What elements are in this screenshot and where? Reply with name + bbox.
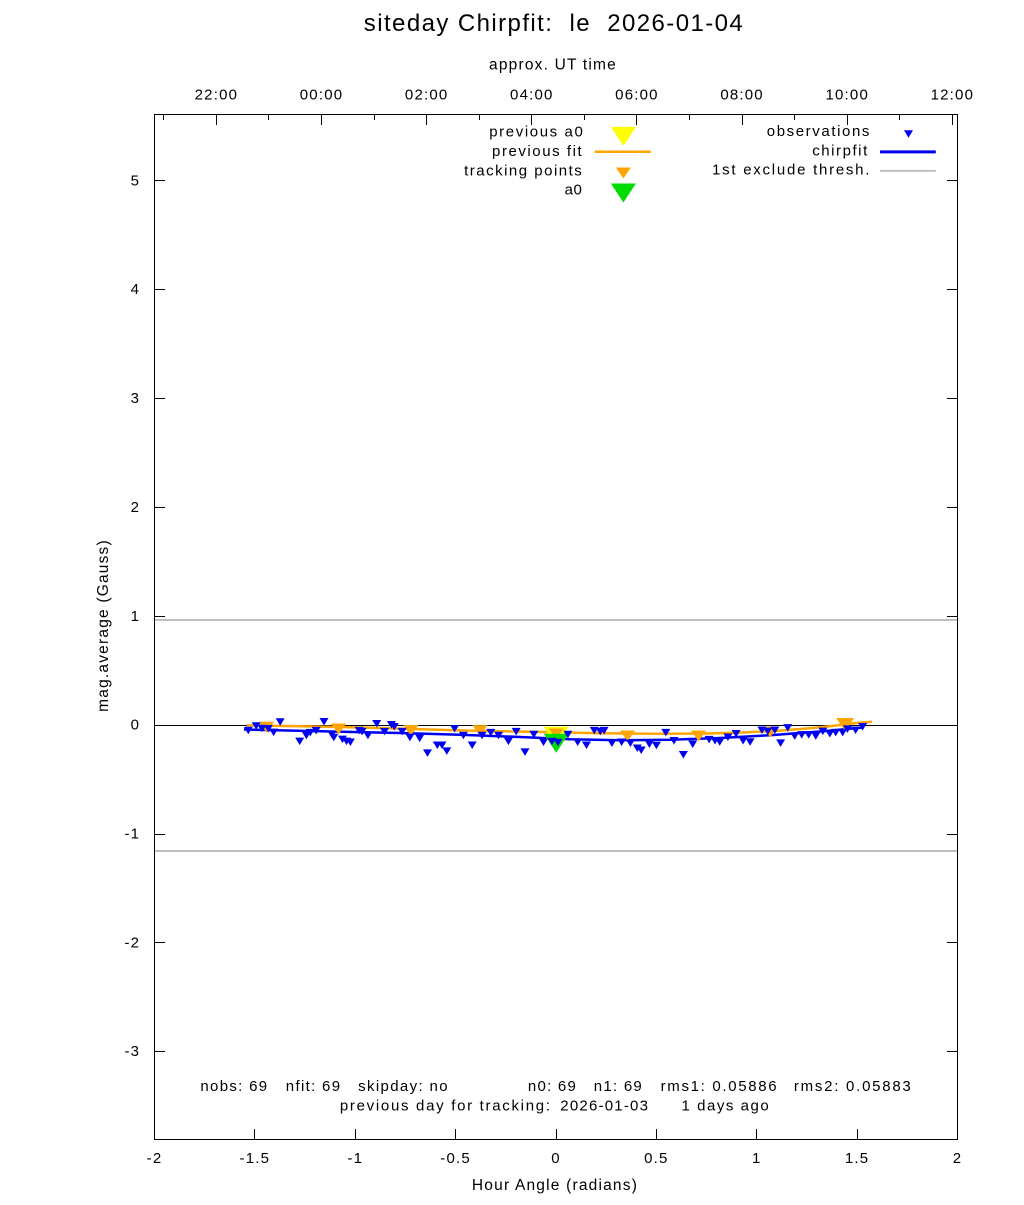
svg-text:tracking points: tracking points — [464, 162, 583, 179]
svg-text:siteday Chirpfit: le 2026-01: siteday Chirpfit: le 2026-01-04 — [364, 10, 744, 37]
svg-text:a0: a0 — [565, 181, 583, 198]
svg-text:-2: -2 — [147, 1150, 163, 1167]
svg-text:rms2: 0.05883: rms2: 0.05883 — [794, 1078, 913, 1095]
svg-text:5: 5 — [131, 172, 141, 189]
svg-text:10:00: 10:00 — [825, 87, 869, 104]
svg-text:08:00: 08:00 — [720, 87, 764, 104]
svg-text:approx. UT time: approx. UT time — [489, 56, 617, 73]
svg-text:chirpfit: chirpfit — [812, 143, 869, 160]
svg-text:nobs: 69: nobs: 69 — [200, 1078, 268, 1095]
svg-text:1 days ago: 1 days ago — [682, 1098, 771, 1115]
svg-text:-1: -1 — [347, 1150, 363, 1167]
svg-text:-3: -3 — [124, 1043, 140, 1060]
svg-text:n0: 69: n0: 69 — [528, 1078, 577, 1095]
svg-text:skipday: no: skipday: no — [358, 1078, 449, 1095]
svg-text:previous day for tracking:: previous day for tracking: — [340, 1098, 552, 1115]
svg-text:1st exclude thresh.: 1st exclude thresh. — [712, 161, 871, 178]
svg-text:rms1: 0.05886: rms1: 0.05886 — [661, 1078, 779, 1095]
svg-text:2: 2 — [131, 499, 141, 516]
svg-text:observations: observations — [767, 123, 871, 140]
svg-text:06:00: 06:00 — [615, 87, 659, 104]
svg-text:-2: -2 — [124, 934, 140, 951]
svg-text:1: 1 — [131, 608, 141, 625]
svg-text:3: 3 — [131, 390, 141, 407]
svg-text:previous a0: previous a0 — [489, 123, 584, 140]
svg-text:4: 4 — [131, 281, 141, 298]
svg-text:0: 0 — [551, 1150, 561, 1167]
svg-text:2: 2 — [953, 1150, 963, 1167]
svg-text:1: 1 — [752, 1150, 762, 1167]
svg-text:previous fit: previous fit — [492, 143, 583, 160]
svg-text:-1: -1 — [124, 825, 140, 842]
svg-text:04:00: 04:00 — [510, 87, 554, 104]
svg-text:n1: 69: n1: 69 — [594, 1078, 643, 1095]
svg-text:-1.5: -1.5 — [240, 1150, 271, 1167]
svg-text:00:00: 00:00 — [300, 87, 344, 104]
svg-text:22:00: 22:00 — [195, 87, 239, 104]
svg-text:Hour Angle (radians): Hour Angle (radians) — [472, 1177, 638, 1194]
svg-text:02:00: 02:00 — [405, 87, 449, 104]
svg-text:mag.average (Gauss): mag.average (Gauss) — [95, 539, 112, 712]
svg-text:12:00: 12:00 — [931, 87, 975, 104]
svg-text:1.5: 1.5 — [845, 1150, 869, 1167]
svg-text:2026-01-03: 2026-01-03 — [560, 1098, 649, 1115]
svg-text:-0.5: -0.5 — [440, 1150, 471, 1167]
svg-text:0: 0 — [131, 717, 141, 734]
svg-text:0.5: 0.5 — [644, 1150, 668, 1167]
svg-text:nfit: 69: nfit: 69 — [286, 1078, 342, 1095]
